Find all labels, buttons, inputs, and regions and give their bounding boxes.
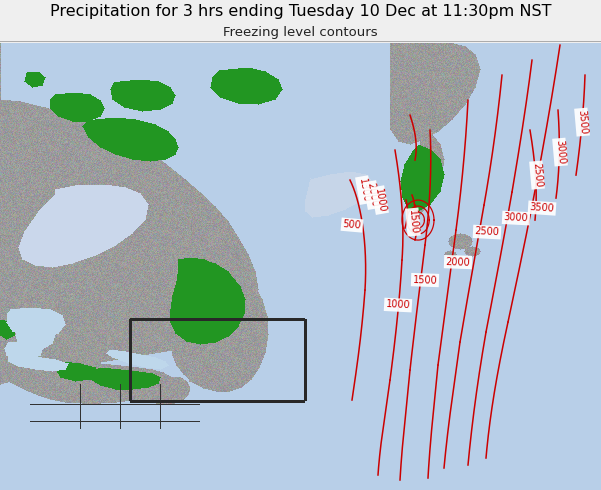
Text: 1000: 1000 — [373, 187, 387, 213]
Text: 1500: 1500 — [412, 274, 438, 286]
Text: 2000: 2000 — [445, 257, 471, 268]
Text: Precipitation for 3 hrs ending Tuesday 10 Dec at 11:30pm NST: Precipitation for 3 hrs ending Tuesday 1… — [50, 4, 551, 19]
Text: 2500: 2500 — [474, 226, 499, 238]
Text: 3500: 3500 — [529, 202, 555, 214]
Text: 3000: 3000 — [554, 140, 566, 165]
Text: 2500: 2500 — [531, 162, 543, 188]
Text: 1300: 1300 — [357, 177, 371, 203]
Text: 500: 500 — [343, 220, 362, 231]
Text: 2000: 2000 — [365, 182, 379, 208]
Text: 3500: 3500 — [576, 109, 588, 135]
Text: 1000: 1000 — [385, 299, 410, 311]
Text: 3000: 3000 — [504, 213, 528, 224]
Text: 1500: 1500 — [407, 209, 419, 235]
Text: Freezing level contours: Freezing level contours — [223, 26, 378, 39]
